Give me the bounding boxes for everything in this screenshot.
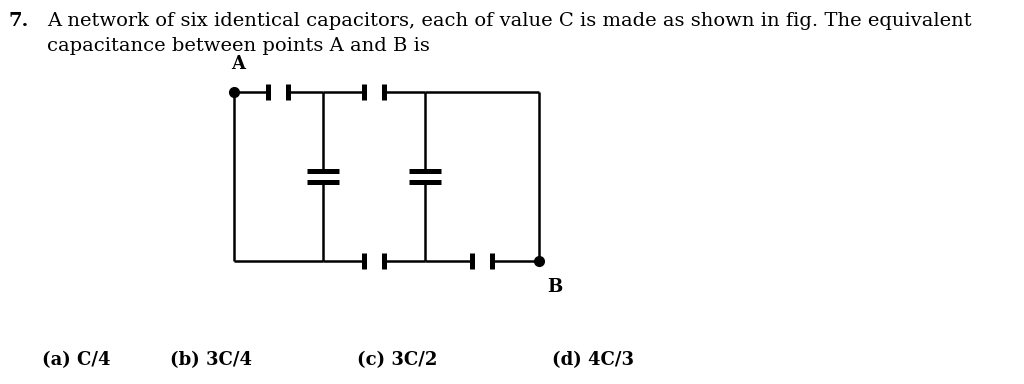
Text: A: A [230, 55, 245, 73]
Text: 7.: 7. [8, 12, 29, 30]
Text: (d) 4C/3: (d) 4C/3 [552, 351, 634, 369]
Text: (c) 3C/2: (c) 3C/2 [356, 351, 437, 369]
Text: (a) C/4: (a) C/4 [42, 351, 111, 369]
Text: A network of six identical capacitors, each of value C is made as shown in fig. : A network of six identical capacitors, e… [47, 12, 972, 55]
Text: B: B [547, 278, 562, 296]
Text: (b) 3C/4: (b) 3C/4 [170, 351, 252, 369]
